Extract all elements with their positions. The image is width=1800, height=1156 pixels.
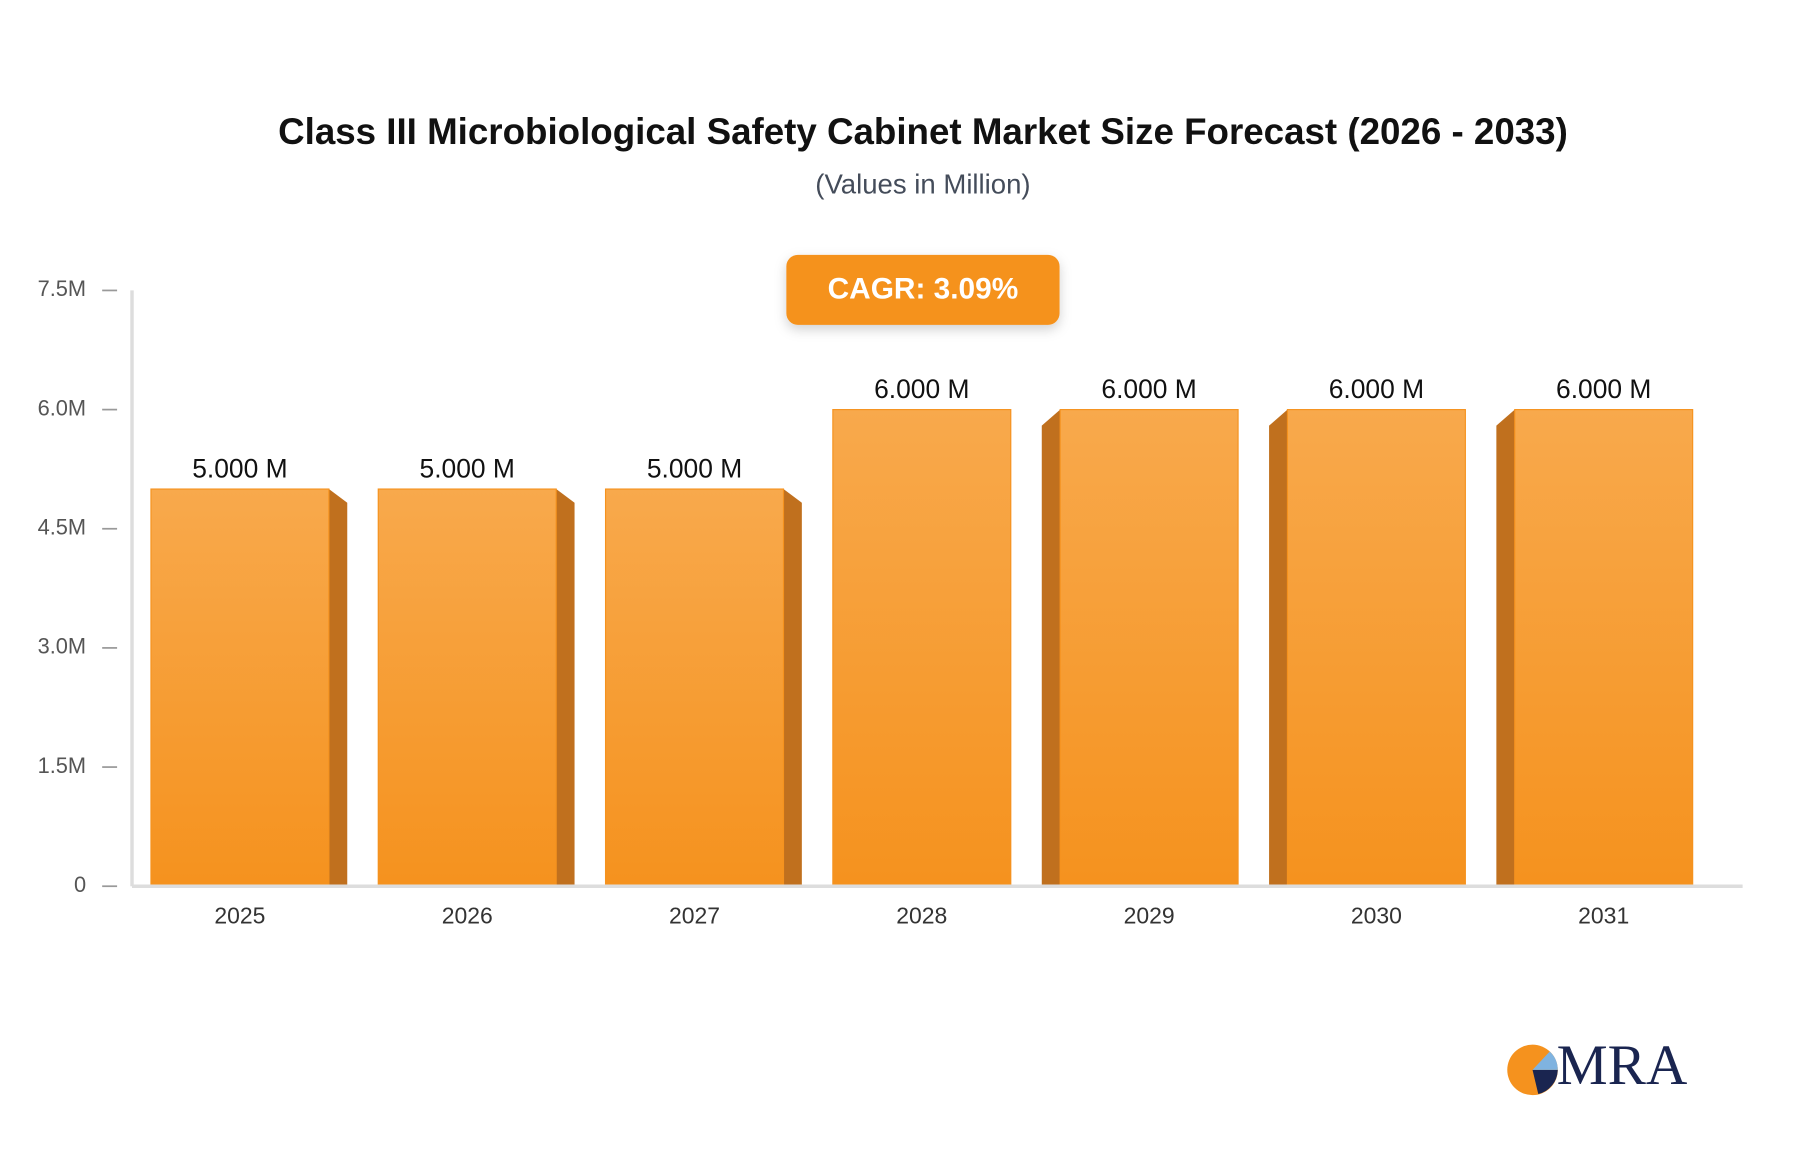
x-tick-label: 2029: [1124, 902, 1175, 928]
logo-text: MRA: [1557, 1034, 1688, 1097]
x-tick-label: 2030: [1351, 902, 1402, 928]
value-label: 5.000 M: [647, 454, 742, 484]
x-tick-label: 2027: [669, 902, 720, 928]
logo-icon-segment: [1532, 1051, 1558, 1070]
bar-side: [1269, 409, 1288, 887]
bar: [604, 488, 785, 887]
chart-subtitle: (Values in Million): [815, 168, 1030, 199]
y-tick-label: 6.0M: [38, 395, 86, 420]
bar: [1514, 409, 1694, 887]
value-label: 6.000 M: [1329, 374, 1424, 404]
plot-area: 0 1.5M 3.0M 4.5M 6.0M 7.5M 2025 5.000 M 2026 5.00…: [38, 276, 1743, 928]
y-tick-label: 4.5M: [38, 515, 86, 540]
bar-side: [1041, 409, 1061, 887]
cagr-badge: [786, 254, 1060, 325]
value-label: 5.000 M: [420, 454, 515, 484]
bar: [832, 409, 1012, 887]
bar: [377, 488, 557, 887]
value-label: 6.000 M: [874, 374, 969, 404]
y-tick-label: 0: [74, 872, 86, 897]
bar: [1059, 409, 1239, 887]
x-tick-label: 2025: [214, 902, 265, 928]
bar: [1286, 409, 1466, 887]
logo-icon-segment: [1532, 1069, 1558, 1095]
x-tick-label: 2031: [1578, 902, 1629, 928]
cagr-label: CAGR: 3.09%: [828, 272, 1019, 305]
bar-side: [328, 489, 348, 887]
value-label: 6.000 M: [1101, 374, 1196, 404]
x-tick-label: 2028: [896, 902, 947, 928]
bar: [150, 488, 330, 887]
chart-title: Class III Microbiological Safety Cabinet…: [278, 111, 1568, 152]
x-tick-label: 2026: [442, 902, 493, 928]
value-label: 5.000 M: [192, 454, 287, 484]
bar-side: [556, 489, 575, 887]
y-tick-label: 7.5M: [38, 276, 86, 301]
value-label: 6.000 M: [1556, 374, 1651, 404]
bar-side: [1496, 409, 1515, 887]
logo: MRA: [1507, 1034, 1688, 1097]
y-tick-label: 3.0M: [38, 634, 86, 659]
y-tick-label: 1.5M: [38, 753, 86, 778]
bar-side: [783, 489, 802, 887]
